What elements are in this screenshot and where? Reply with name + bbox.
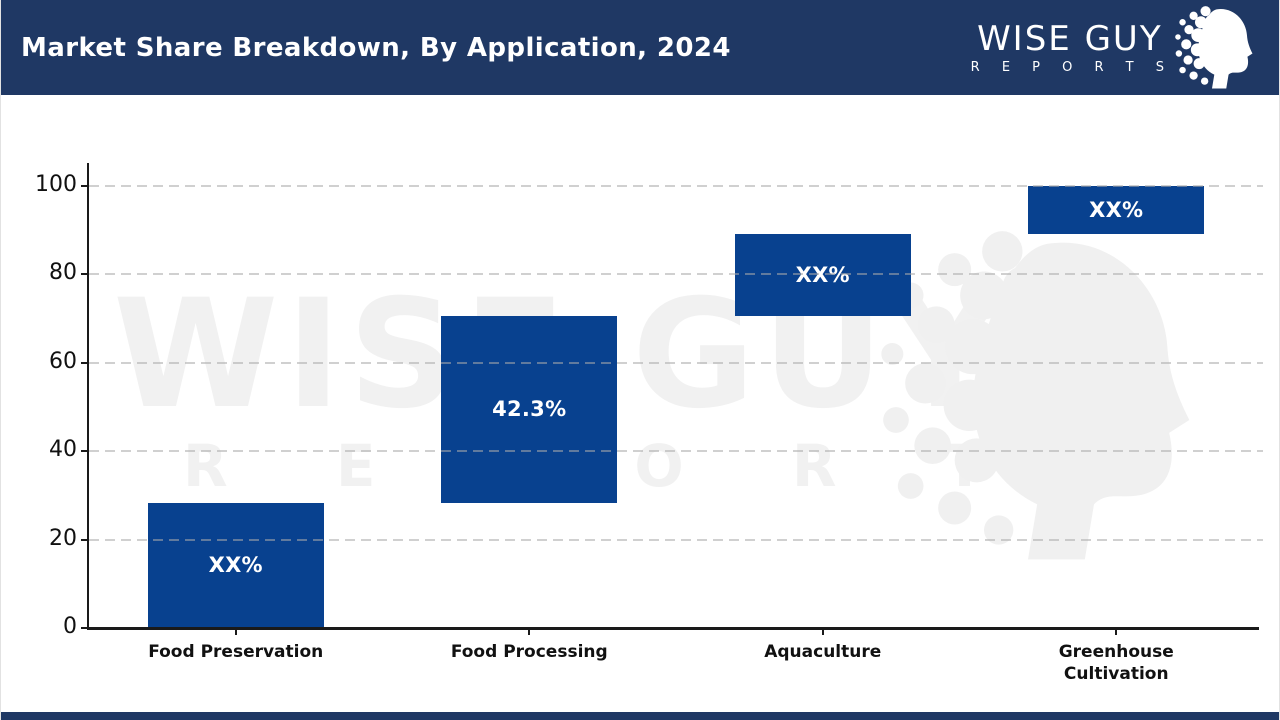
bar-greenhouse-cultivation: XX% bbox=[1028, 186, 1205, 234]
gridline-80 bbox=[89, 273, 1263, 276]
chart-area: XX% 42.3% XX% XX% 0 20 40 60 80 100 Food Preservat… bbox=[1, 95, 1279, 712]
y-tick-mark-80 bbox=[81, 273, 89, 276]
watermark-face-icon bbox=[863, 214, 1193, 582]
logo-wordmark: WISE GUY bbox=[977, 18, 1163, 59]
y-tick-label-0: 0 bbox=[63, 614, 77, 639]
wiseguy-logo: WISE GUY R E P O R T S bbox=[967, 2, 1255, 94]
bar-value-label: XX% bbox=[1089, 197, 1144, 222]
y-tick-mark-60 bbox=[81, 361, 89, 364]
x-category-label-food-preservation: Food Preservation bbox=[148, 642, 324, 662]
gridline-60 bbox=[89, 361, 1263, 364]
y-tick-mark-20 bbox=[81, 538, 89, 541]
header-bar: Market Share Breakdown, By Application, … bbox=[1, 0, 1279, 95]
x-tick-mark-aquaculture bbox=[821, 628, 824, 635]
y-tick-label-100: 100 bbox=[35, 172, 77, 197]
bar-food-processing: 42.3% bbox=[441, 315, 618, 503]
y-tick-mark-0 bbox=[81, 627, 89, 629]
x-tick-mark-greenhouse-cultivation bbox=[1115, 628, 1118, 635]
x-category-label-food-processing: Food Processing bbox=[450, 642, 608, 662]
y-tick-mark-100 bbox=[81, 185, 89, 187]
y-tick-label-60: 60 bbox=[49, 348, 77, 374]
logo-wordmark-block: WISE GUY R E P O R T S bbox=[967, 22, 1173, 74]
gridline-20 bbox=[89, 538, 1263, 541]
wiseguy-face-icon bbox=[1169, 2, 1255, 94]
y-tick-label-40: 40 bbox=[49, 437, 77, 463]
y-tick-label-80: 80 bbox=[49, 260, 77, 286]
bar-food-preservation: XX% bbox=[147, 502, 324, 628]
bar-value-label: 42.3% bbox=[492, 397, 567, 422]
x-tick-mark-food-preservation bbox=[234, 628, 237, 635]
logo-subtitle: R E P O R T S bbox=[970, 59, 1173, 75]
footer-bar bbox=[1, 712, 1279, 720]
x-tick-mark-food-processing bbox=[528, 628, 531, 635]
bar-value-label: XX% bbox=[208, 553, 263, 578]
page-title: Market Share Breakdown, By Application, … bbox=[21, 32, 731, 63]
x-category-label-greenhouse-cultivation: Greenhouse Cultivation bbox=[1058, 642, 1174, 685]
gridline-40 bbox=[89, 450, 1263, 453]
x-axis-line bbox=[87, 627, 1259, 630]
y-tick-label-20: 20 bbox=[49, 525, 77, 551]
y-tick-mark-40 bbox=[81, 450, 89, 453]
y-axis-line bbox=[87, 163, 89, 630]
x-category-label-aquaculture: Aquaculture bbox=[764, 642, 882, 662]
gridline-100 bbox=[89, 185, 1263, 187]
